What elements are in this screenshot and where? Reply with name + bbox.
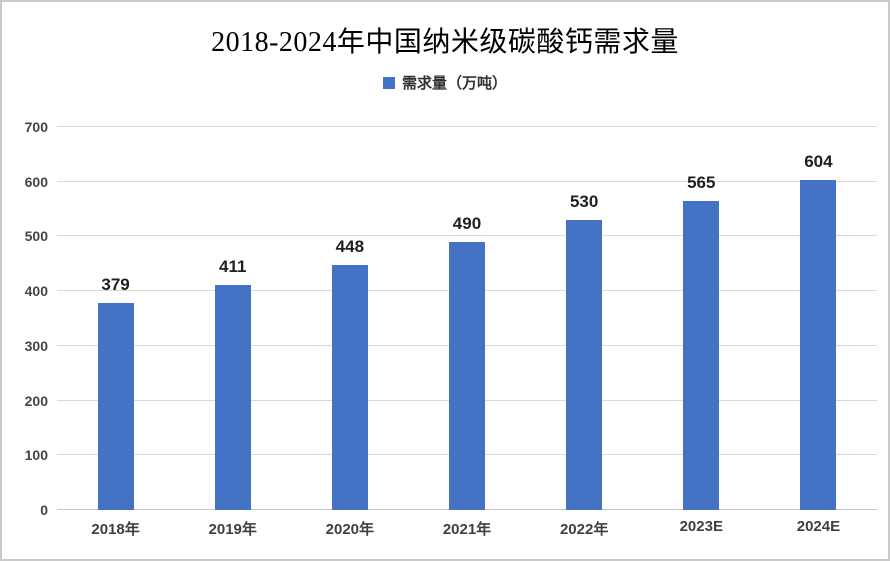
- y-tick-label-200: 200: [24, 392, 48, 409]
- bar-2022年: [566, 220, 603, 510]
- bar-group-2018年: 379: [57, 127, 174, 510]
- bar-2024E: [800, 179, 837, 510]
- bar-group-2023E: 565: [643, 127, 760, 510]
- x-tick-label-2023E: 2023E: [679, 518, 723, 535]
- bar-value-label-2020年: 448: [335, 236, 365, 256]
- legend-label: 需求量（万吨）: [401, 76, 507, 92]
- bar-value-label-2022年: 530: [569, 192, 599, 212]
- bar-group-2021年: 490: [408, 127, 525, 510]
- y-tick-label-500: 500: [24, 228, 48, 245]
- bar-2020年: [331, 264, 368, 510]
- y-tick-label-300: 300: [24, 337, 48, 354]
- bar-value-label-2024E: 604: [804, 151, 833, 171]
- bar-2023E: [683, 200, 720, 510]
- chart-title: 2018-2024年中国纳米级碳酸钙需求量: [211, 27, 679, 58]
- x-tick-label-2018年: 2018年: [91, 521, 140, 538]
- bar-group-2020年: 448: [291, 127, 408, 510]
- y-tick-label-600: 600: [24, 173, 48, 190]
- x-tick-label-2024E: 2024E: [796, 518, 841, 535]
- bar-2018年: [97, 302, 134, 510]
- y-axis: 0 100 200 300 400 500 600 700: [2, 119, 48, 518]
- x-axis: 2018年 2019年 2020年 2021年 2022年 2023E 2024E: [57, 518, 877, 544]
- legend-swatch-square-icon: [382, 76, 395, 89]
- x-tick-label-2020年: 2020年: [325, 521, 375, 538]
- bar-value-label-2019年: 411: [218, 257, 247, 277]
- legend: 需求量（万吨）: [2, 72, 888, 93]
- bar-2019年: [214, 285, 251, 510]
- bar-value-label-2023E: 565: [687, 172, 716, 192]
- gridline-y-700: [57, 126, 877, 127]
- x-tick-label-2021年: 2021年: [442, 521, 492, 538]
- bar-2021年: [448, 241, 485, 510]
- y-tick-label-0: 0: [40, 502, 48, 518]
- gridline-y-500: [57, 235, 877, 237]
- plot-area: 379 411 448 490 530 565 604: [57, 126, 877, 510]
- bar-value-label-2018年: 379: [101, 274, 130, 294]
- bar-group-2019年: 411: [174, 127, 291, 510]
- y-tick-label-400: 400: [24, 283, 48, 300]
- y-tick-label-700: 700: [24, 119, 48, 135]
- y-tick-label-100: 100: [24, 447, 48, 464]
- bar-group-2024E: 604: [760, 127, 877, 510]
- bar-group-2022年: 530: [526, 127, 643, 510]
- gridline-y-600: [57, 180, 877, 182]
- x-tick-label-2019年: 2019年: [208, 521, 257, 538]
- x-tick-label-2022年: 2022年: [559, 521, 609, 538]
- bar-value-label-2021年: 490: [452, 213, 482, 233]
